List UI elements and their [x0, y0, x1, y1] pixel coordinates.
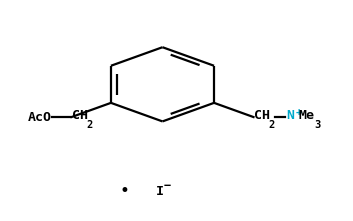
Text: 3: 3: [314, 120, 320, 130]
Text: 2: 2: [86, 120, 92, 130]
Text: AcO: AcO: [28, 110, 52, 124]
Text: •: •: [119, 182, 129, 200]
Text: Me: Me: [298, 109, 314, 122]
Text: I: I: [155, 185, 163, 198]
Text: N: N: [286, 109, 294, 122]
Text: +: +: [295, 107, 301, 117]
Text: CH: CH: [72, 109, 88, 122]
Text: CH: CH: [254, 109, 270, 122]
Text: 2: 2: [268, 120, 274, 130]
Text: −: −: [164, 179, 171, 192]
